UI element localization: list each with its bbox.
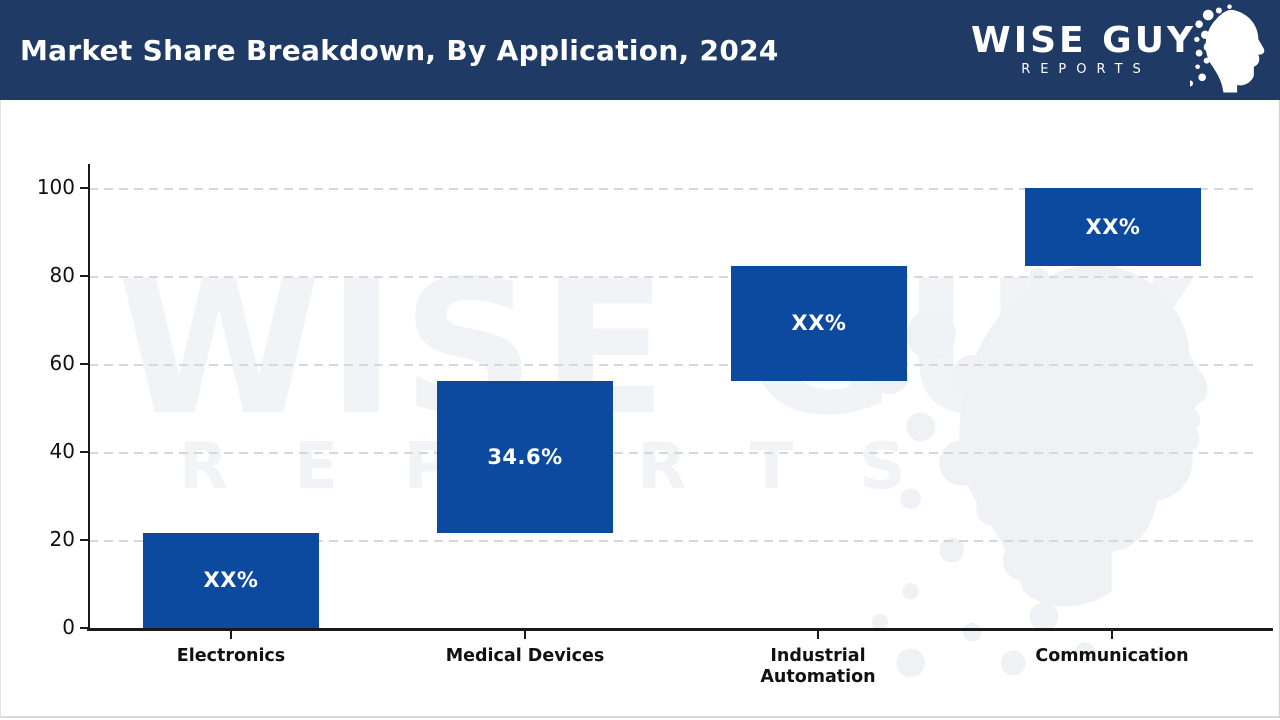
y-tick-label: 60 xyxy=(49,351,75,375)
x-axis-label: Medical Devices xyxy=(445,646,605,666)
y-tick xyxy=(80,451,89,453)
watermark-face-icon xyxy=(871,232,1208,678)
bar: XX% xyxy=(731,265,907,381)
bar-value-label: XX% xyxy=(791,311,847,336)
y-tick xyxy=(80,363,89,365)
y-tick xyxy=(80,627,89,629)
y-tick-label: 100 xyxy=(36,175,75,199)
y-tick xyxy=(80,187,89,189)
bottom-rule xyxy=(1,716,1279,718)
logo-wise-guy-text: WISE GUY xyxy=(970,20,1196,61)
bar-value-label: XX% xyxy=(203,568,259,593)
gridline xyxy=(89,452,1254,454)
x-axis-label: Communication xyxy=(1035,646,1189,666)
bar: 34.6% xyxy=(437,380,613,533)
x-axis-spine xyxy=(87,628,1273,631)
y-tick xyxy=(80,275,89,277)
x-tick xyxy=(817,631,819,639)
bar-value-label: 34.6% xyxy=(487,444,563,469)
x-tick xyxy=(1111,631,1113,639)
gridline xyxy=(89,364,1254,366)
logo-face-icon xyxy=(1190,4,1265,93)
x-tick xyxy=(230,631,232,639)
bar-value-label: XX% xyxy=(1085,214,1141,239)
logo-reports-text: REPORTS xyxy=(1021,62,1151,77)
x-tick xyxy=(524,631,526,639)
x-axis-label: Electronics xyxy=(176,646,286,666)
header-banner: Market Share Breakdown, By Application, … xyxy=(0,0,1280,100)
y-tick-label: 80 xyxy=(49,263,75,287)
bar: XX% xyxy=(1025,188,1201,266)
y-tick-label: 0 xyxy=(62,615,75,639)
logo-wordmark: WISE GUY REPORTS xyxy=(970,20,1196,78)
gridline xyxy=(89,276,1254,278)
chart-area: WISE GUY REPORTS XX% 34.6% xyxy=(0,100,1280,718)
x-axis-label: Industrial Automation xyxy=(760,646,876,687)
bar: XX% xyxy=(143,532,319,628)
chart-title: Market Share Breakdown, By Application, … xyxy=(20,33,779,67)
y-axis-spine xyxy=(88,164,90,630)
wise-guy-logo: WISE GUY REPORTS xyxy=(971,4,1266,96)
gridline xyxy=(89,540,1254,542)
gridline xyxy=(89,188,1254,190)
y-tick-label: 40 xyxy=(49,439,75,463)
y-tick xyxy=(80,539,89,541)
y-tick-label: 20 xyxy=(49,527,75,551)
